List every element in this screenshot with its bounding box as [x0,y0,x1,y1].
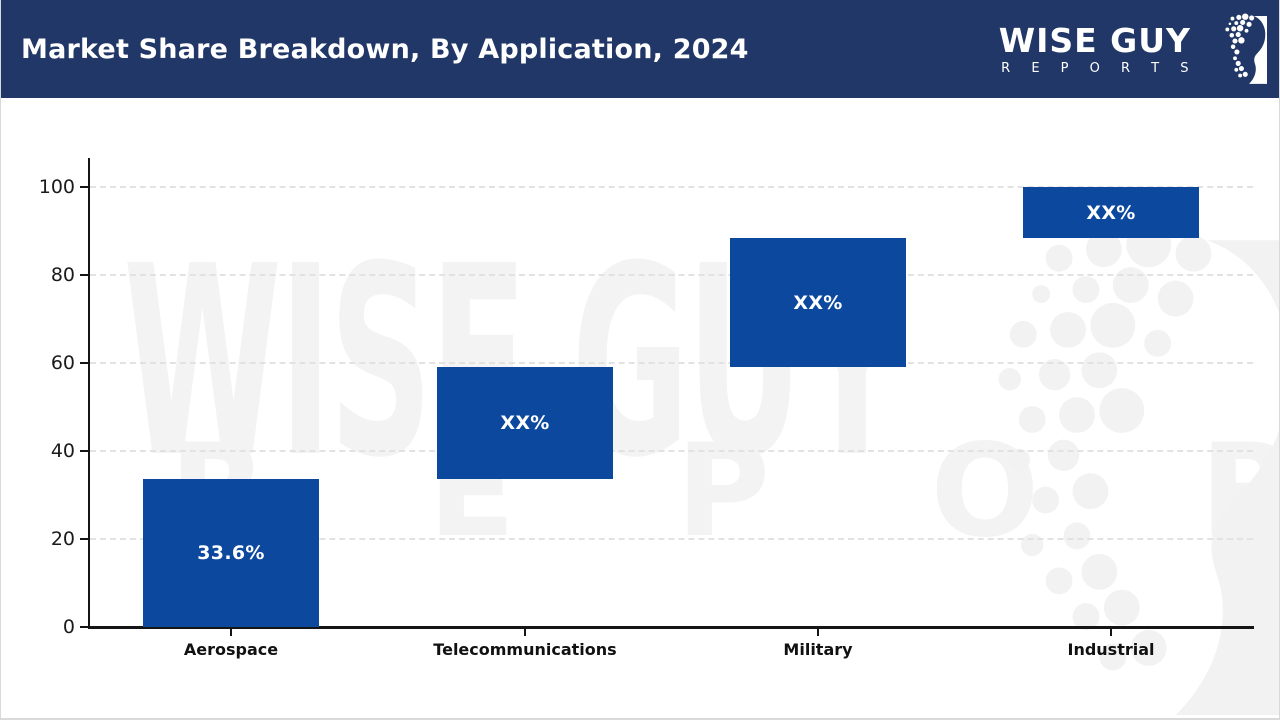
logo-text: WISE GUY R E P O R T S [993,21,1197,76]
bar-telecommunications: XX% [437,367,613,479]
x-tick-mark [817,629,819,636]
y-tick-mark [80,450,88,452]
y-axis-line [88,158,90,628]
y-tick-mark [80,274,88,276]
bar-value-label: 33.6% [197,542,265,564]
y-tick-mark [80,362,88,364]
gridline-40 [90,450,1253,452]
bar-value-label: XX% [500,412,550,434]
y-tick-label: 100 [38,176,75,198]
gridline-80 [90,274,1253,276]
x-category-label-military: Military [783,640,853,659]
y-tick-mark [80,538,88,540]
x-category-label-industrial: Industrial [1067,640,1155,659]
x-axis-line [88,626,1254,629]
y-tick-mark [80,186,88,188]
bar-industrial: XX% [1023,187,1199,238]
x-category-label-telecommunications: Telecommunications [433,640,617,659]
logo-wordmark: WISE GUY [998,21,1191,60]
bar-value-label: XX% [793,291,843,314]
gridline-60 [90,362,1253,364]
bar-value-label: XX% [1086,201,1136,224]
y-tick-mark [80,626,88,628]
x-tick-mark [1110,629,1112,636]
y-tick-label: 60 [50,352,75,374]
y-tick-label: 0 [62,616,75,638]
y-tick-label: 20 [50,528,75,550]
bar-aerospace: 33.6% [143,479,319,627]
y-tick-label: 80 [50,264,75,286]
gridline-20 [90,538,1253,540]
wise-guy-reports-logo: WISE GUY R E P O R T S [999,0,1269,98]
bottom-border [1,718,1279,720]
watermark-text-reports: R E P O R T S [169,417,1279,566]
x-category-label-aerospace: Aerospace [183,640,279,659]
y-tick-label: 40 [50,440,75,462]
page-title: Market Share Breakdown, By Application, … [21,33,749,65]
x-tick-mark [230,629,232,636]
logo-dotted-face-icon [1225,13,1267,84]
bar-military: XX% [730,238,906,367]
header-bar: Market Share Breakdown, By Application, … [1,0,1279,98]
gridline-100 [90,186,1253,188]
logo-subtitle: R E P O R T S [1001,60,1197,76]
x-tick-mark [524,629,526,636]
